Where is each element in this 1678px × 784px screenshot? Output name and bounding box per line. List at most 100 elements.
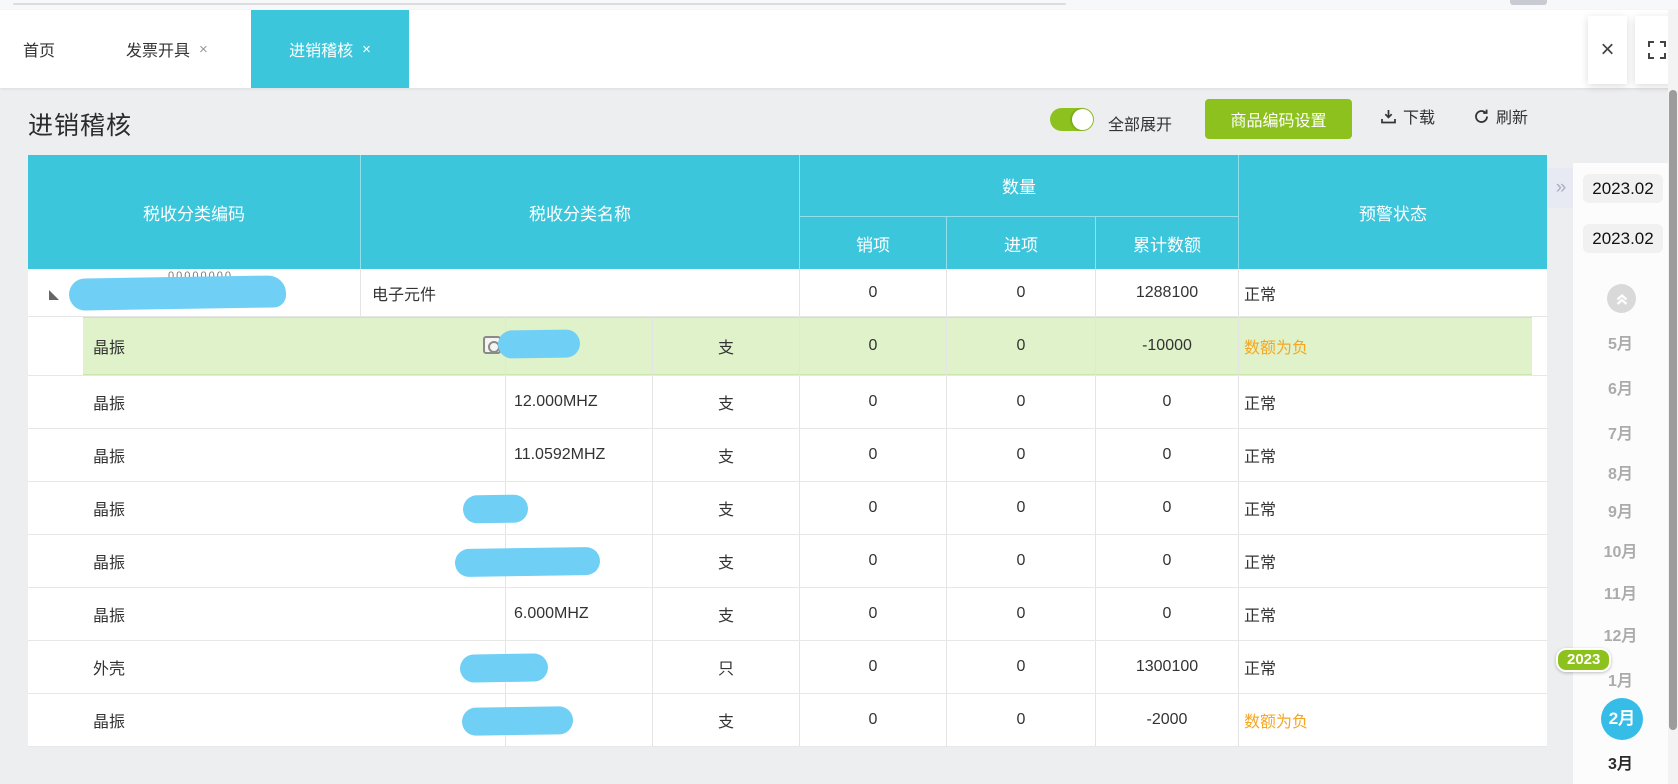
tab-home[interactable]: 首页: [23, 10, 55, 88]
table-row[interactable]: 晶振 12.000MHZ 支 0 0 0 正常: [28, 376, 1547, 429]
cell-purchase-qty: 0: [946, 535, 1095, 587]
cell-unit: 支: [652, 588, 799, 640]
header-cumulative[interactable]: 累计数额: [1095, 217, 1238, 269]
month-item[interactable]: 5月: [1608, 336, 1633, 353]
refresh-button[interactable]: 刷新: [1473, 104, 1528, 128]
redaction-blob: [459, 653, 549, 683]
close-icon: ×: [1600, 36, 1615, 63]
download-button[interactable]: 下载: [1380, 104, 1435, 128]
cell-alert-status: 正常: [1238, 641, 1547, 693]
audit-table: 税收分类编码 税收分类名称 数量 销项 进项 累计数额 预警状态 0000000…: [28, 155, 1547, 747]
cell-sales-qty: 0: [799, 269, 946, 316]
cell-item-name: 晶振: [93, 555, 126, 572]
month-item[interactable]: 7月: [1608, 426, 1633, 443]
cell-spec: 12.000MHZ: [505, 376, 652, 428]
redaction-blob: [454, 546, 601, 578]
month-item[interactable]: 9月: [1608, 504, 1633, 521]
cell-alert-status: 正常: [1238, 269, 1547, 316]
window-top-strip: [0, 0, 1678, 10]
period-chip[interactable]: 2023.02: [1583, 224, 1663, 253]
scrollbar-thumb[interactable]: [1669, 90, 1677, 730]
period-chip[interactable]: 2023.02: [1583, 174, 1663, 203]
cell-alert-status: 正常: [1238, 535, 1547, 587]
selected-row-highlight: [83, 317, 1532, 375]
cell-unit: 只: [652, 641, 799, 693]
cell-sales-qty: 0: [799, 535, 946, 587]
month-item[interactable]: 1月: [1608, 673, 1633, 690]
refresh-label: 刷新: [1496, 110, 1529, 127]
tab-purchase-sales-audit[interactable]: 进销稽核 ×: [251, 10, 409, 88]
month-item[interactable]: 6月: [1608, 381, 1633, 398]
header-sales[interactable]: 销项: [799, 217, 946, 269]
cell-purchase-qty: 0: [946, 482, 1095, 534]
table-row[interactable]: 晶振 6.000MHZ 支 0 0 0 正常: [28, 588, 1547, 641]
cell-alert-status: 数额为负: [1238, 317, 1547, 375]
header-tax-name[interactable]: 税收分类名称: [360, 155, 799, 269]
table-row[interactable]: 晶振 11.0592MHZ 支 0 0 0 正常: [28, 429, 1547, 482]
tab-close-icon[interactable]: ×: [362, 40, 371, 58]
header-tax-code[interactable]: 税收分类编码: [143, 204, 245, 224]
cell-cumulative-amount: -2000: [1095, 694, 1238, 746]
cell-cumulative-amount: 0: [1095, 588, 1238, 640]
redaction-blob: [462, 494, 529, 524]
tab-label: 进销稽核: [289, 43, 354, 60]
cell-unit: 支: [652, 694, 799, 746]
cell-sales-qty: 0: [799, 376, 946, 428]
cell-sales-qty: 0: [799, 429, 946, 481]
sidebar-expand-button[interactable]: »: [1548, 168, 1574, 208]
year-badge: 2023: [1556, 648, 1612, 672]
header-quantity-group[interactable]: 数量: [799, 155, 1238, 217]
month-item[interactable]: 8月: [1608, 466, 1633, 483]
cell-spec: 11.0592MHZ: [505, 429, 652, 481]
download-label: 下载: [1403, 110, 1436, 127]
commodity-code-settings-button[interactable]: 商品编码设置: [1205, 99, 1352, 139]
table-row[interactable]: 晶振支 0 0 0 正常: [28, 482, 1547, 535]
cell-cumulative-amount: 0: [1095, 482, 1238, 534]
header-purchase[interactable]: 进项: [946, 217, 1095, 269]
cell-cumulative-amount: -10000: [1095, 317, 1238, 375]
cell-cumulative-amount: 0: [1095, 376, 1238, 428]
cell-cumulative-amount: 1288100: [1095, 269, 1238, 316]
table-header: 税收分类编码 税收分类名称 数量 销项 进项 累计数额 预警状态: [28, 155, 1547, 269]
table-row-parent[interactable]: 00000000电子元件001288100正常: [28, 269, 1547, 317]
expand-all-toggle[interactable]: [1050, 108, 1094, 131]
month-item[interactable]: 12月: [1603, 628, 1638, 645]
month-item-active[interactable]: 2月: [1601, 698, 1643, 740]
cell-sales-qty: 0: [799, 482, 946, 534]
cell-item-name: 晶振: [93, 449, 126, 466]
table-row[interactable]: 晶振支 0 0 -2000 数额为负: [28, 694, 1547, 747]
cell-purchase-qty: 0: [946, 588, 1095, 640]
tab-label: 发票开具: [126, 43, 191, 60]
double-chevron-right-icon: »: [1555, 177, 1567, 198]
back-to-top-button[interactable]: [1607, 284, 1636, 313]
cell-unit: 支: [652, 535, 799, 587]
cell-unit: 支: [652, 482, 799, 534]
header-alert-status[interactable]: 预警状态: [1238, 155, 1547, 269]
tab-close-icon[interactable]: ×: [199, 40, 208, 58]
cell-purchase-qty: 0: [946, 694, 1095, 746]
tab-invoice[interactable]: 发票开具 ×: [126, 10, 208, 88]
cell-unit: 支: [652, 376, 799, 428]
cell-item-name: 晶振: [93, 340, 126, 357]
table-row[interactable]: 外壳只 0 0 1300100 正常: [28, 641, 1547, 694]
cell-item-name: 晶振: [93, 396, 126, 413]
month-item[interactable]: 11月: [1604, 586, 1637, 603]
month-item[interactable]: 3月: [1608, 756, 1633, 773]
cell-cumulative-amount: 0: [1095, 429, 1238, 481]
close-button[interactable]: ×: [1588, 16, 1627, 84]
cell-tax-code: 00000000: [28, 269, 360, 316]
cell-sales-qty: 0: [799, 317, 946, 375]
scroll-position-indicator: [1510, 0, 1547, 5]
cell-purchase-qty: 0: [946, 269, 1095, 316]
cell-alert-status: 正常: [1238, 588, 1547, 640]
month-item[interactable]: 10月: [1603, 544, 1638, 561]
cell-alert-status: 正常: [1238, 429, 1547, 481]
chevrons-up-icon: [1616, 293, 1627, 305]
cell-cumulative-amount: 1300100: [1095, 641, 1238, 693]
table-row[interactable]: 晶振支 0 0 -10000 数额为负: [28, 317, 1547, 376]
table-row[interactable]: 晶振支 0 0 0 正常: [28, 535, 1547, 588]
cell-tax-name: 电子元件: [360, 269, 799, 316]
cell-alert-status: 正常: [1238, 482, 1547, 534]
fullscreen-icon: [1647, 41, 1666, 59]
